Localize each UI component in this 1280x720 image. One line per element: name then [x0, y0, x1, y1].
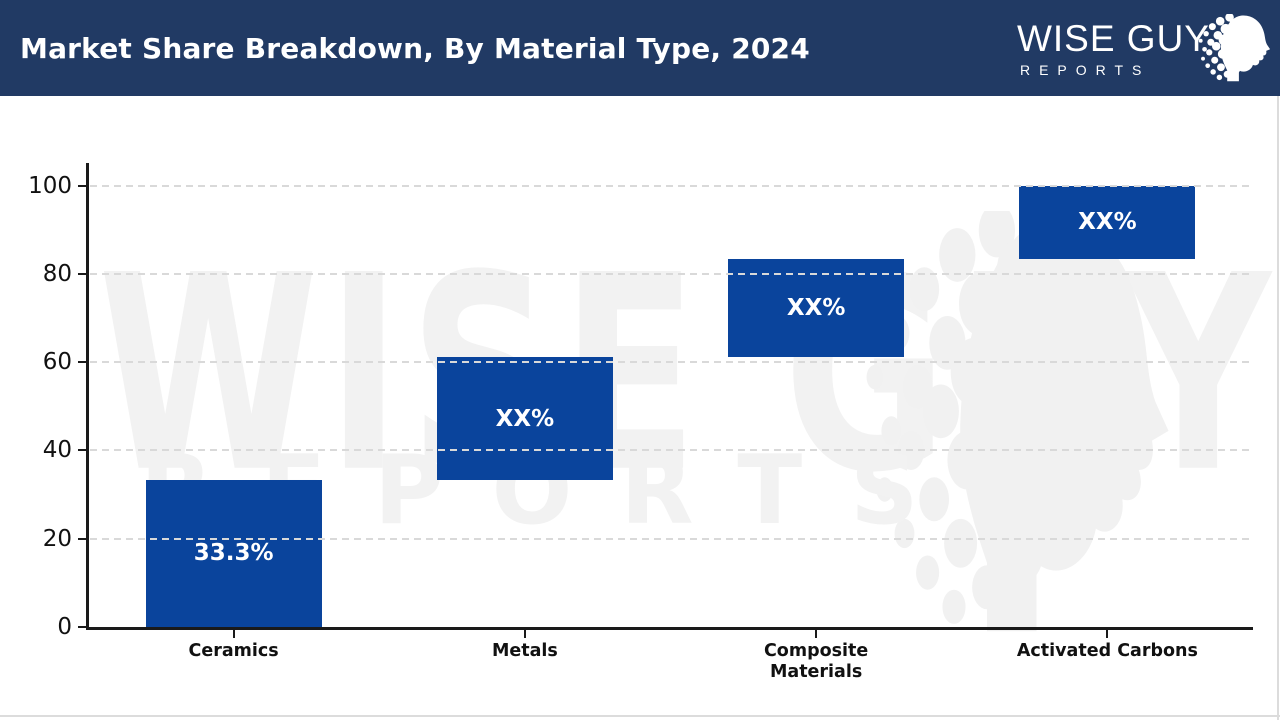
page-bottom-border: [0, 715, 1280, 717]
x-tick-label-metals: Metals: [491, 641, 558, 661]
x-tick-3: [1106, 630, 1109, 638]
watermark-head-icon: [866, 211, 1169, 632]
y-tick-label-80: 80: [42, 260, 72, 287]
x-tick-label-activated-carbons: Activated Carbons: [1016, 641, 1198, 661]
chart-area: WISE GUY REPORTS 33.3% XX% XX% XX% 0 20 40 60 80…: [0, 96, 1280, 720]
y-tick-label-40: 40: [42, 437, 72, 464]
bar-value-label: XX%: [495, 405, 555, 432]
y-tick-label-100: 100: [28, 172, 72, 199]
waterfall-bar-ceramics: [145, 479, 322, 627]
gridline-40: [90, 449, 1253, 452]
gridline-80: [90, 272, 1253, 275]
gridline-100: [90, 184, 1253, 187]
gridline-60: [90, 361, 1253, 364]
waterfall-bar-composite-materials: [728, 259, 905, 358]
wiseguy-logo: WISE GUY REPORTS: [1017, 13, 1274, 83]
y-tick-80: [78, 272, 86, 275]
y-tick-40: [78, 449, 86, 452]
waterfall-bar-activated-carbons: [1019, 185, 1196, 260]
logo-subtext: REPORTS: [1019, 61, 1151, 78]
wiseguy-logo-text: WISE GUY REPORTS: [1017, 20, 1210, 77]
y-tick-0: [78, 626, 86, 628]
y-tick-label-20: 20: [42, 525, 72, 552]
y-tick-label-60: 60: [42, 349, 72, 376]
x-tick-0: [232, 630, 235, 638]
x-axis-line: [86, 627, 1253, 630]
bar-value-label: XX%: [1078, 209, 1137, 236]
x-tick-label-ceramics: Ceramics: [188, 641, 279, 661]
y-tick-60: [78, 361, 86, 364]
y-axis-line: [86, 163, 89, 630]
report-header: Market Share Breakdown, By Material Type…: [0, 0, 1280, 96]
x-tick-label-composite-materials: Composite Materials: [763, 641, 869, 682]
bar-value-label: XX%: [786, 295, 846, 322]
x-tick-2: [815, 630, 818, 638]
x-tick-1: [523, 630, 526, 638]
y-tick-label-0: 0: [57, 614, 72, 640]
page-right-border: [1277, 96, 1279, 720]
chart-title: Market Share Breakdown, By Material Type…: [20, 31, 810, 65]
logo-wordmark: WISE GUY: [1016, 17, 1210, 59]
bar-value-label: 33.3%: [193, 540, 274, 567]
y-tick-100: [78, 184, 86, 187]
gridline-20: [90, 537, 1253, 540]
y-tick-20: [78, 537, 86, 540]
waterfall-bar-metals: [436, 357, 613, 480]
wiseguy-head-icon: [1198, 13, 1271, 81]
